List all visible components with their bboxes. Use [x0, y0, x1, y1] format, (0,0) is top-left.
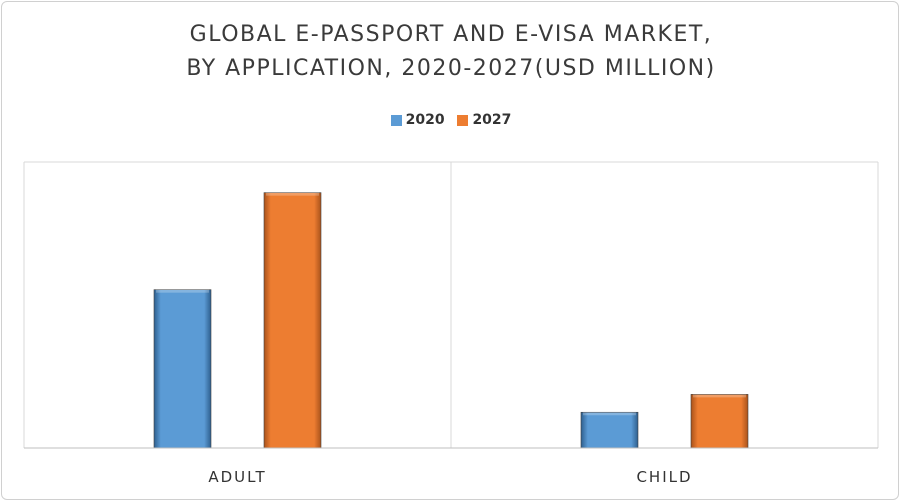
chart-title-line-1: GLOBAL E-PASSPORT AND E-VISA MARKET,: [189, 22, 713, 47]
legend-label-2027: 2027: [472, 112, 512, 128]
bar-adult-2027: [263, 192, 322, 449]
legend-item-2027: 2027: [457, 112, 511, 128]
chart-legend: 2020 2027: [0, 112, 902, 130]
chart-title: GLOBAL E-PASSPORT AND E-VISA MARKET, BY …: [0, 18, 902, 86]
category-labels: ADULT CHILD: [208, 468, 692, 486]
bar-bevel-adult-2027: [266, 192, 319, 196]
bar-bevel-adult-2020: [156, 289, 209, 293]
bar-bevel-child-2020: [583, 412, 636, 416]
legend-item-2020: 2020: [390, 112, 445, 128]
bar-adult-2020: [153, 289, 212, 449]
legend-swatch-2020: [390, 114, 402, 126]
bar-child-2020: [580, 411, 639, 449]
plot-area: [23, 161, 879, 448]
x-tick-label-child: CHILD: [636, 468, 692, 486]
bars-group: [153, 192, 749, 449]
bar-bevel-child-2027: [693, 394, 746, 398]
bar-child-2027: [690, 394, 749, 449]
legend-swatch-2027: [457, 114, 469, 126]
chart-title-line-2: BY APPLICATION, 2020-2027(USD MILLION): [186, 56, 716, 81]
x-tick-label-adult: ADULT: [208, 468, 266, 486]
legend-label-2020: 2020: [405, 112, 445, 128]
